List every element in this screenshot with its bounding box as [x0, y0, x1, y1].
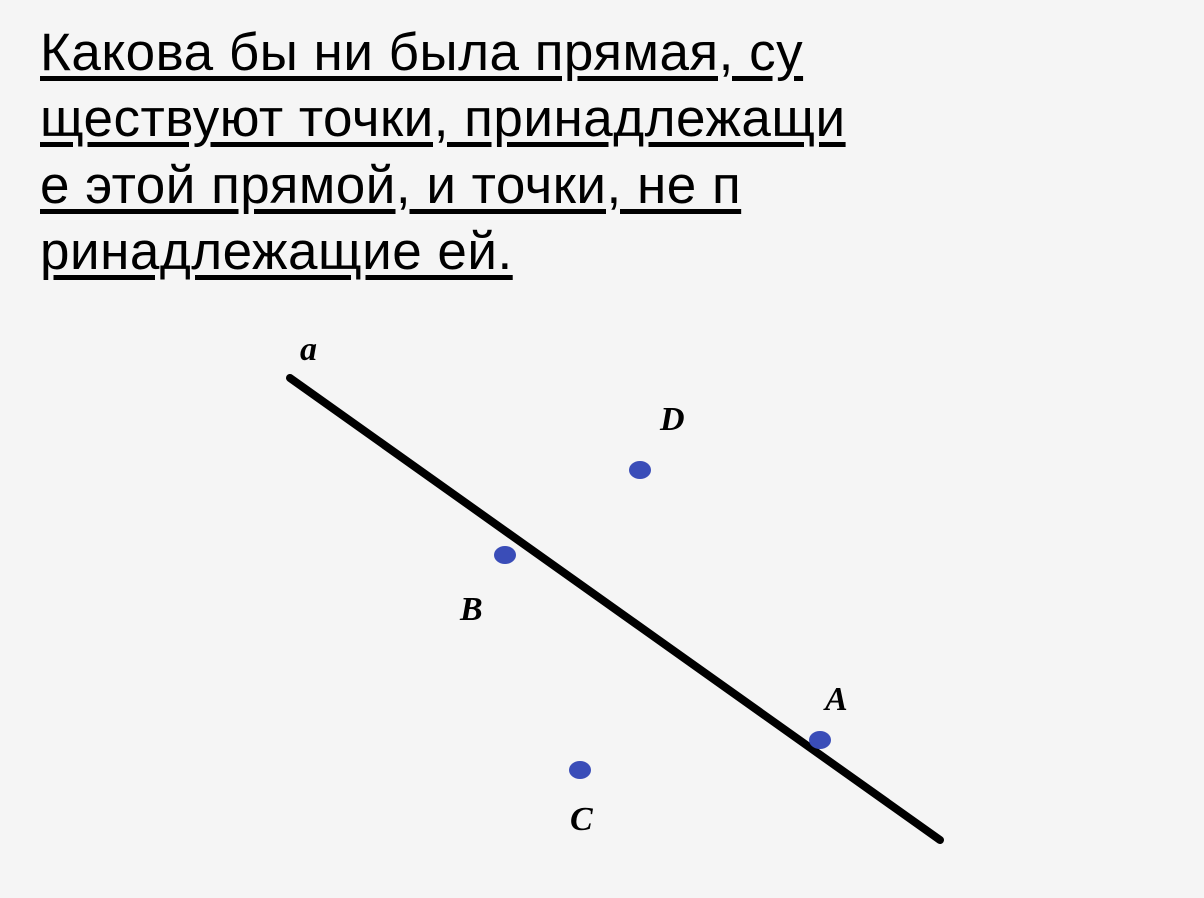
heading-line-1: Какова бы ни была прямая, су — [40, 23, 803, 82]
point-a-label: A — [823, 681, 848, 718]
heading-line-2: ществуют точки, принадлежащи — [40, 89, 846, 148]
geometry-diagram: a D B A C — [0, 330, 1204, 898]
heading-line-3: е этой прямой, и точки, не п — [40, 156, 741, 215]
slide-page: Какова бы ни была прямая, су ществуют то… — [0, 0, 1204, 898]
point-d-label: D — [659, 401, 685, 438]
point-c — [569, 761, 591, 779]
heading-text: Какова бы ни была прямая, су ществуют то… — [40, 20, 1170, 285]
point-d — [629, 461, 651, 479]
point-c-label: C — [570, 801, 593, 838]
point-b-label: B — [459, 591, 483, 628]
line-a — [290, 378, 940, 840]
heading-line-4: ринадлежащие ей. — [40, 222, 513, 281]
line-a-label: a — [300, 331, 317, 368]
point-b — [494, 546, 516, 564]
point-a — [809, 731, 831, 749]
